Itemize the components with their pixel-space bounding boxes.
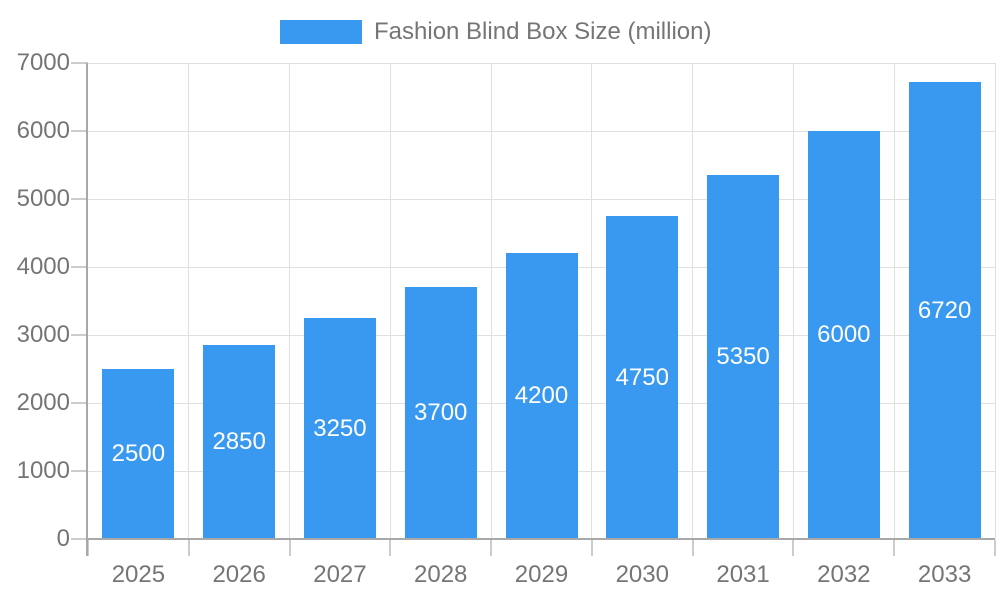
y-gridline [88, 198, 995, 200]
bar-2025[interactable]: 2500 [102, 369, 175, 539]
x-axis-label: 2026 [212, 561, 266, 588]
x-axis-tick [994, 540, 996, 556]
bar-value-label: 4750 [615, 363, 669, 391]
x-axis-label: 2027 [313, 561, 367, 588]
x-gridline [792, 63, 794, 539]
y-axis-label: 4000 [16, 253, 70, 280]
y-axis-label: 7000 [16, 49, 70, 76]
bar-value-label: 6000 [817, 321, 871, 348]
y-axis-tick [71, 334, 88, 336]
x-gridline [994, 63, 996, 539]
x-axis-tick [490, 540, 493, 556]
x-axis-label: 2029 [514, 561, 569, 588]
y-axis-label: 6000 [16, 117, 70, 144]
x-gridline [893, 63, 895, 539]
bar-value-label: 6720 [917, 296, 972, 324]
y-axis-tick [71, 130, 88, 132]
y-axis-tick [71, 402, 88, 404]
y-axis-label: 5000 [16, 185, 70, 212]
bar-2027[interactable]: 3250 [303, 318, 376, 539]
x-gridline [591, 63, 593, 539]
y-axis-label: 3000 [16, 321, 70, 348]
bar-value-label: 3700 [414, 399, 468, 427]
x-axis-tick [691, 540, 694, 556]
bar-2032[interactable]: 6000 [807, 131, 880, 539]
x-axis-line [86, 538, 995, 540]
bar-2031[interactable]: 5350 [707, 175, 780, 539]
y-axis-tick [71, 198, 88, 200]
y-axis-label: 2000 [16, 389, 70, 416]
bar-value-label: 2850 [212, 428, 266, 456]
bar-value-label: 4200 [514, 382, 569, 410]
bar-2026[interactable]: 2850 [203, 345, 276, 539]
legend-swatch-icon [280, 20, 362, 44]
x-axis-label: 2032 [817, 561, 871, 588]
bar-2033[interactable]: 6720 [908, 82, 981, 539]
y-gridline [88, 130, 995, 132]
bar-2029[interactable]: 4200 [505, 253, 578, 539]
bar-value-label: 2500 [111, 440, 166, 467]
x-axis-tick [590, 540, 593, 556]
x-axis-tick [288, 540, 291, 556]
x-gridline [289, 63, 291, 539]
bar-value-label: 3250 [313, 414, 367, 442]
y-axis-line [86, 63, 88, 556]
x-axis-tick [893, 540, 896, 556]
x-axis-label: 2031 [716, 561, 770, 588]
x-gridline [389, 63, 391, 539]
x-gridline [188, 63, 190, 539]
x-axis-label: 2033 [917, 561, 972, 588]
y-axis-tick [71, 470, 88, 472]
bar-value-label: 5350 [716, 343, 770, 371]
y-axis-label: 1000 [16, 457, 70, 484]
bar-2030[interactable]: 4750 [606, 216, 679, 539]
bar-2028[interactable]: 3700 [404, 287, 477, 539]
x-axis-tick [187, 540, 190, 556]
x-axis-tick [87, 540, 89, 556]
x-axis-tick [389, 540, 392, 556]
x-gridline [490, 63, 492, 539]
x-axis-label: 2028 [414, 561, 468, 588]
y-axis-tick [71, 266, 88, 268]
y-gridline [88, 62, 995, 64]
x-gridline [692, 63, 694, 539]
x-axis-label: 2030 [615, 561, 669, 588]
legend-label: Fashion Blind Box Size (million) [374, 18, 712, 45]
y-axis-tick [71, 538, 88, 540]
x-axis-label: 2025 [111, 561, 166, 588]
x-axis-tick [792, 540, 795, 556]
y-axis-tick [71, 62, 88, 64]
y-axis-label: 0 [56, 525, 70, 552]
